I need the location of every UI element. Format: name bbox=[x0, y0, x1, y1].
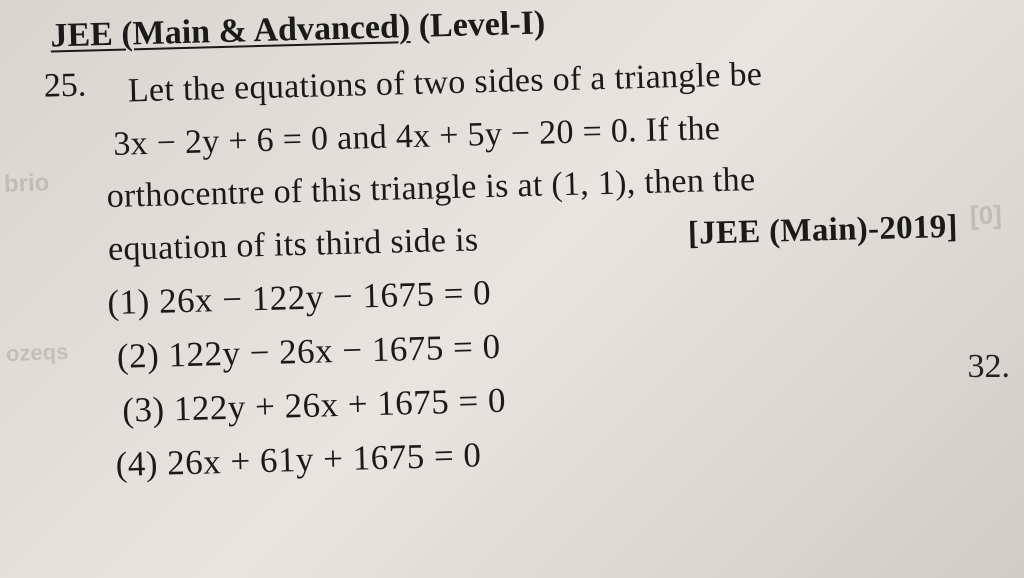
question-number: 25. bbox=[43, 66, 100, 105]
options-list: (1) 26x − 122y − 1675 = 0 (2) 122y − 26x… bbox=[37, 259, 1006, 486]
option-2: (2) 122y − 26x − 1675 = 0 bbox=[108, 313, 1003, 376]
option-3: (3) 122y + 26x + 1675 = 0 bbox=[110, 367, 1005, 430]
question-line-4-text: equation of its third side is bbox=[108, 221, 479, 268]
exam-tag: [JEE (Main)-2019] bbox=[687, 202, 958, 260]
header-underlined: JEE (Main & Advanced) bbox=[50, 8, 411, 54]
option-4: (4) 26x + 61y + 1675 = 0 bbox=[111, 421, 1006, 484]
question-text: Let the equations of two sides of a tria… bbox=[103, 43, 988, 277]
header-suffix: (Level-I) bbox=[410, 5, 546, 46]
question-block: 25. Let the equations of two sides of a … bbox=[31, 43, 1000, 279]
next-question-number: 32. bbox=[968, 348, 1011, 386]
